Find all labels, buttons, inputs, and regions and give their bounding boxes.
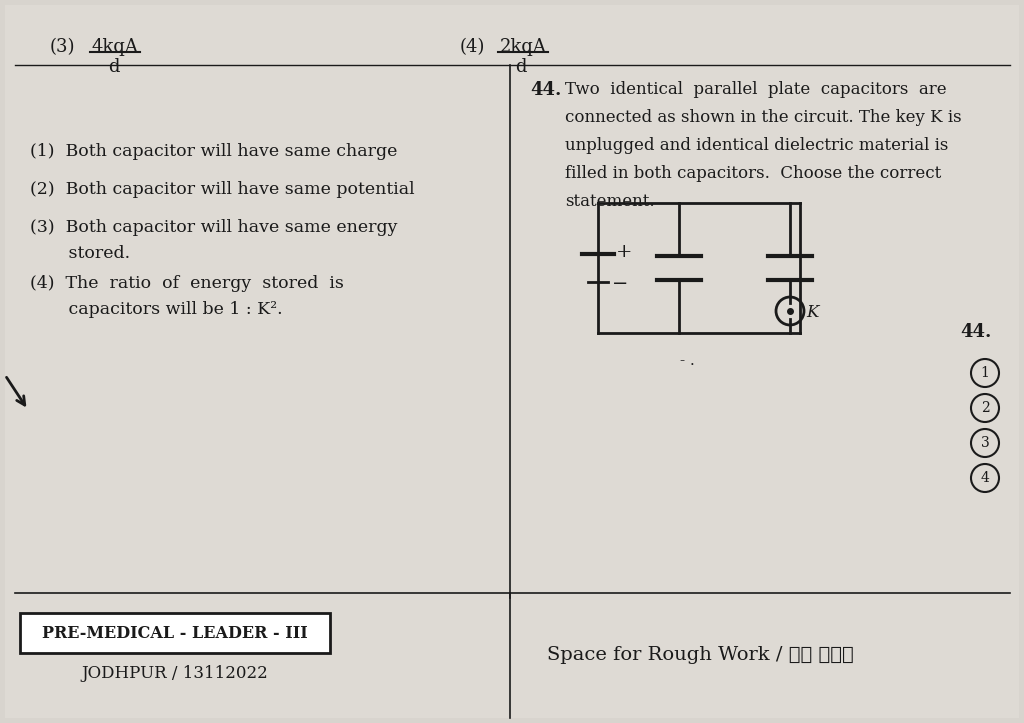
Text: d: d (108, 58, 120, 76)
Text: capacitors will be 1 : K².: capacitors will be 1 : K². (30, 301, 283, 318)
Text: d: d (515, 58, 526, 76)
Text: 4kqA: 4kqA (92, 38, 139, 56)
Text: (3)  Both capacitor will have same energy: (3) Both capacitor will have same energy (30, 219, 397, 236)
Text: - .: - . (680, 354, 694, 368)
Text: filled in both capacitors.  Choose the correct: filled in both capacitors. Choose the co… (565, 165, 941, 182)
Text: stored.: stored. (30, 245, 130, 262)
Text: 44.: 44. (530, 81, 561, 99)
Text: Two  identical  parallel  plate  capacitors  are: Two identical parallel plate capacitors … (565, 81, 946, 98)
Text: −: − (612, 275, 629, 293)
Text: 1: 1 (981, 366, 989, 380)
Text: K: K (806, 304, 818, 321)
Text: 4: 4 (981, 471, 989, 485)
Text: (4)  The  ratio  of  energy  stored  is: (4) The ratio of energy stored is (30, 275, 344, 292)
FancyBboxPatch shape (20, 613, 330, 653)
Text: 2: 2 (981, 401, 989, 415)
Text: statement.: statement. (565, 193, 654, 210)
Text: (1)  Both capacitor will have same charge: (1) Both capacitor will have same charge (30, 143, 397, 160)
Text: (2)  Both capacitor will have same potential: (2) Both capacitor will have same potent… (30, 181, 415, 198)
FancyBboxPatch shape (5, 5, 1019, 718)
Text: 3: 3 (981, 436, 989, 450)
Text: PRE-MEDICAL - LEADER - III: PRE-MEDICAL - LEADER - III (42, 625, 308, 641)
Text: connected as shown in the circuit. The key K is: connected as shown in the circuit. The k… (565, 109, 962, 126)
Text: JODHPUR / 13112022: JODHPUR / 13112022 (82, 664, 268, 682)
Text: Space for Rough Work / रफ काम: Space for Rough Work / रफ काम (547, 646, 853, 664)
Text: unplugged and identical dielectric material is: unplugged and identical dielectric mater… (565, 137, 948, 154)
Text: (3): (3) (50, 38, 76, 56)
Text: 44.: 44. (961, 323, 991, 341)
Text: (4): (4) (460, 38, 485, 56)
Text: +: + (616, 243, 633, 261)
Text: 2kqA: 2kqA (500, 38, 547, 56)
